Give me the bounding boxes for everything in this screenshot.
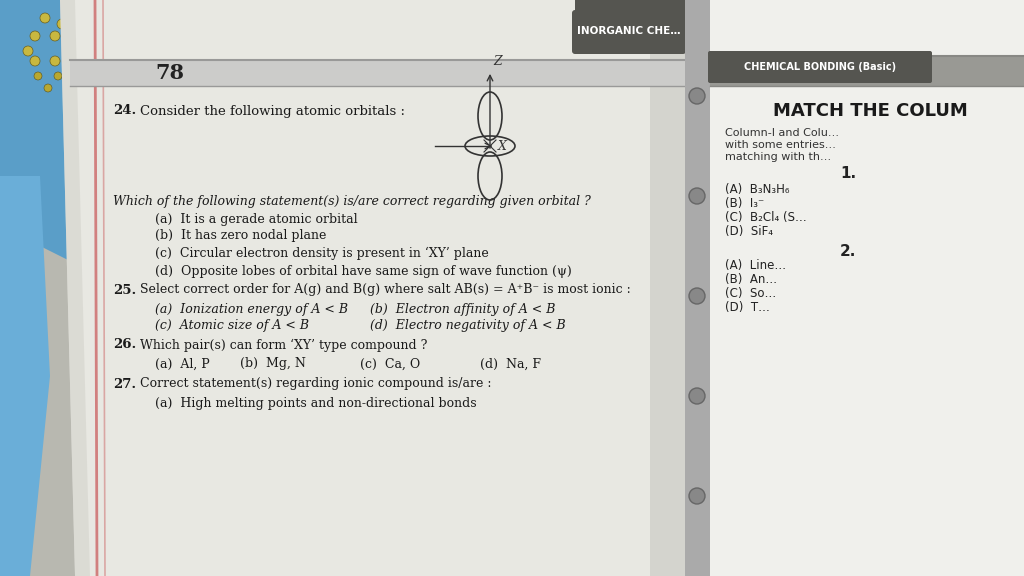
FancyBboxPatch shape: [572, 10, 686, 54]
Text: 78: 78: [156, 63, 184, 83]
Text: (b)  Mg, N: (b) Mg, N: [240, 358, 306, 370]
Circle shape: [50, 31, 60, 41]
Text: (b)  It has zero nodal plane: (b) It has zero nodal plane: [155, 229, 327, 242]
Circle shape: [689, 88, 705, 104]
Circle shape: [40, 13, 50, 23]
Text: X: X: [498, 139, 507, 153]
Circle shape: [689, 488, 705, 504]
Text: (d)  Opposite lobes of orbital have same sign of wave function (ψ): (d) Opposite lobes of orbital have same …: [155, 264, 571, 278]
Text: Which of the following statement(s) is/are correct regarding given orbital ?: Which of the following statement(s) is/a…: [113, 195, 591, 207]
Text: (C)  So…: (C) So…: [725, 287, 776, 301]
Polygon shape: [60, 0, 90, 576]
Text: with some entries…: with some entries…: [725, 140, 836, 150]
Bar: [710, 56, 1024, 86]
Bar: [70, 60, 690, 86]
Text: (a)  It is a gerade atomic orbital: (a) It is a gerade atomic orbital: [155, 214, 357, 226]
Circle shape: [23, 46, 33, 56]
Text: (A)  B₃N₃H₆: (A) B₃N₃H₆: [725, 184, 790, 196]
Text: matching with th…: matching with th…: [725, 152, 831, 162]
Text: (a)  Al, P: (a) Al, P: [155, 358, 210, 370]
Text: 2.: 2.: [840, 244, 856, 259]
Circle shape: [30, 31, 40, 41]
Circle shape: [50, 56, 60, 66]
Text: (d)  Electro negativity of A < B: (d) Electro negativity of A < B: [370, 320, 565, 332]
Text: 25.: 25.: [113, 283, 136, 297]
Text: 24.: 24.: [113, 104, 136, 118]
Polygon shape: [710, 0, 1024, 576]
Circle shape: [689, 188, 705, 204]
Text: (D)  T…: (D) T…: [725, 301, 770, 314]
Text: Select correct order for A(g) and B(g) where salt AB(s) = A⁺B⁻ is most ionic :: Select correct order for A(g) and B(g) w…: [140, 283, 631, 297]
Polygon shape: [0, 176, 50, 576]
Text: 27.: 27.: [113, 377, 136, 391]
Text: (D)  SiF₄: (D) SiF₄: [725, 225, 773, 238]
Text: (B)  An…: (B) An…: [725, 274, 777, 286]
Text: (c)  Ca, O: (c) Ca, O: [360, 358, 420, 370]
Text: 1.: 1.: [840, 165, 856, 180]
Polygon shape: [0, 0, 120, 266]
Circle shape: [30, 56, 40, 66]
Text: (a)  Ionization energy of A < B: (a) Ionization energy of A < B: [155, 302, 348, 316]
Text: Column-I and Colu…: Column-I and Colu…: [725, 128, 839, 138]
Text: 26.: 26.: [113, 339, 136, 351]
Text: (c)  Atomic size of A < B: (c) Atomic size of A < B: [155, 320, 309, 332]
Text: (A)  Line…: (A) Line…: [725, 260, 786, 272]
Polygon shape: [650, 0, 690, 576]
Text: (d)  Na, F: (d) Na, F: [480, 358, 541, 370]
Text: (b)  Electron affinity of A < B: (b) Electron affinity of A < B: [370, 302, 555, 316]
Text: (c)  Circular electron density is present in ‘XY’ plane: (c) Circular electron density is present…: [155, 247, 488, 260]
Text: Correct statement(s) regarding ionic compound is/are :: Correct statement(s) regarding ionic com…: [140, 377, 492, 391]
Circle shape: [44, 84, 52, 92]
Polygon shape: [580, 0, 1024, 576]
Circle shape: [689, 288, 705, 304]
Text: Which pair(s) can form ‘XY’ type compound ?: Which pair(s) can form ‘XY’ type compoun…: [140, 338, 427, 351]
Text: (C)  B₂Cl₄ (S…: (C) B₂Cl₄ (S…: [725, 211, 807, 225]
Text: (a)  High melting points and non-directional bonds: (a) High melting points and non-directio…: [155, 396, 476, 410]
Circle shape: [689, 388, 705, 404]
Text: INORGANIC CHE…: INORGANIC CHE…: [578, 26, 681, 36]
Circle shape: [54, 72, 62, 80]
Text: Consider the following atomic orbitals :: Consider the following atomic orbitals :: [140, 104, 406, 118]
Polygon shape: [60, 0, 690, 576]
Text: CHEMICAL BONDING (Basic): CHEMICAL BONDING (Basic): [744, 62, 896, 72]
FancyBboxPatch shape: [708, 51, 932, 83]
Circle shape: [57, 19, 67, 29]
Circle shape: [34, 72, 42, 80]
Text: (B)  I₃⁻: (B) I₃⁻: [725, 198, 764, 210]
Polygon shape: [685, 0, 710, 576]
Polygon shape: [575, 0, 690, 51]
Text: Z: Z: [493, 55, 502, 68]
Text: MATCH THE COLUM: MATCH THE COLUM: [773, 102, 968, 120]
